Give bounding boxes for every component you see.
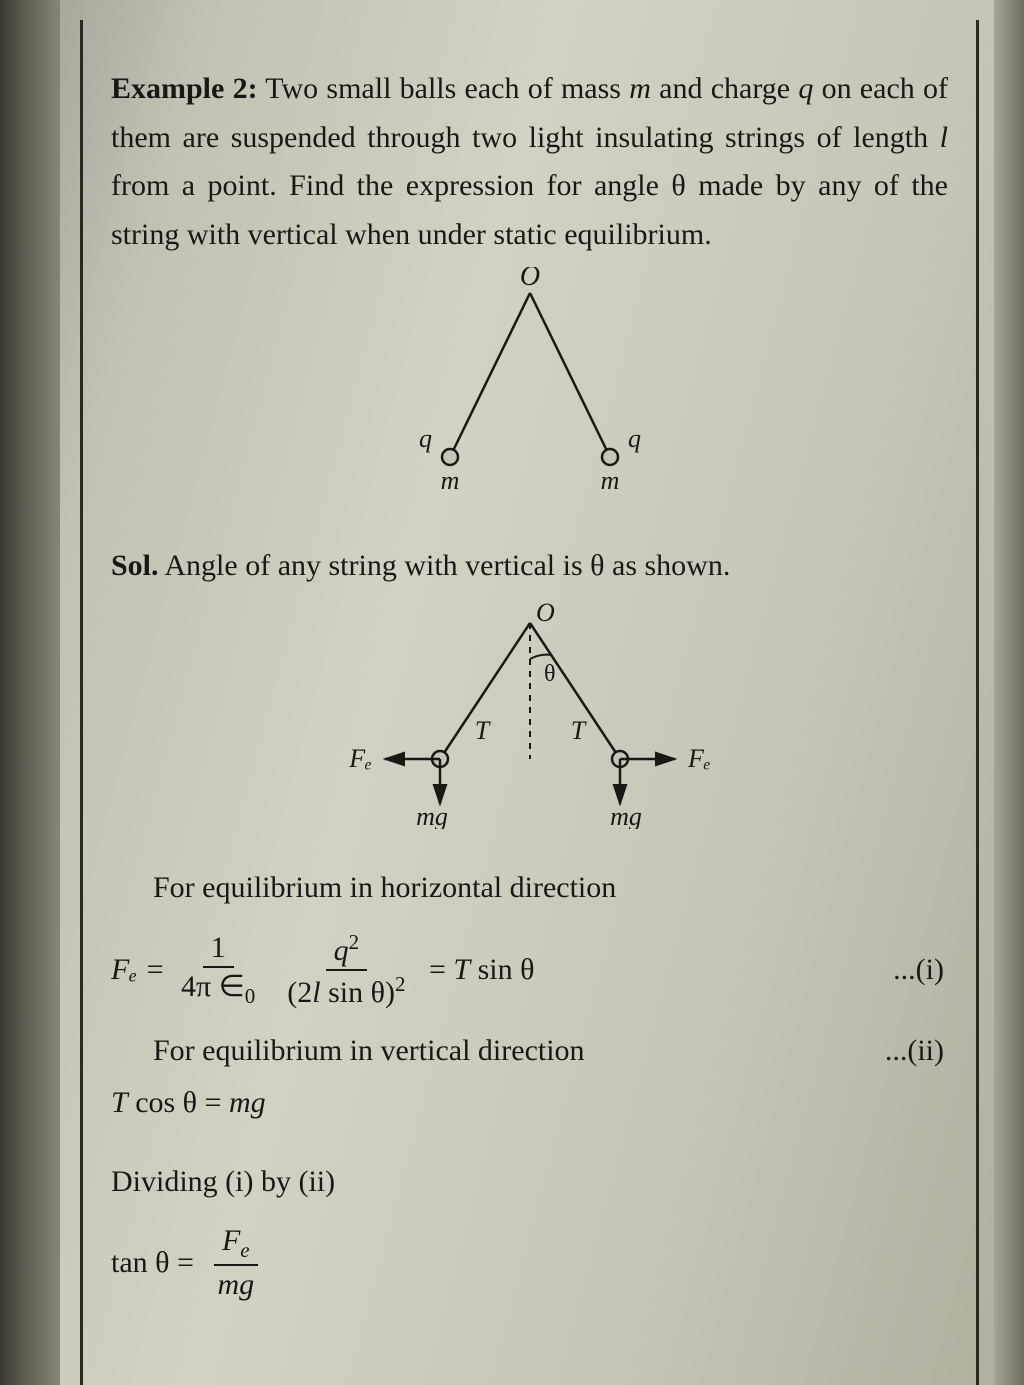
eq1-rhs: = T sin θ [421, 953, 534, 987]
eq3-den: mg [209, 1266, 262, 1301]
left-Fe-label: Fₑ [348, 744, 372, 773]
eq2-number: ...(ii) [885, 1034, 948, 1068]
diagram-setup: O q m q m [111, 267, 948, 512]
fbd-apex-label: O [536, 599, 555, 627]
eq3-lhs: tan θ = [111, 1246, 201, 1280]
eq1-frac1: 1 4π ∈0 [173, 931, 263, 1008]
angle-label: θ [544, 661, 556, 687]
eq1-number: ...(i) [893, 953, 948, 987]
left-mg-label: mg [416, 802, 448, 829]
eq1-lhs: Fₑ = [111, 953, 165, 987]
eq1-frac2-den: (2l sin θ)2 [279, 971, 413, 1009]
eq3-num: Fe [214, 1224, 258, 1266]
right-q-label: q [628, 424, 641, 453]
left-m-label: m [440, 466, 459, 495]
right-m-label: m [600, 466, 619, 495]
sol-text: Angle of any string with vertical is θ a… [164, 549, 730, 582]
apex-label: O [519, 267, 539, 292]
left-T-label: T [474, 716, 490, 745]
right-mg-label: mg [610, 802, 642, 829]
vertical-eq-label: For equilibrium in vertical direction [111, 1027, 585, 1076]
eq1-frac1-num: 1 [203, 931, 234, 968]
equation-1: Fₑ = 1 4π ∈0 q2 (2l sin θ)2 = T sin θ ..… [111, 931, 948, 1009]
divide-label: Dividing (i) by (ii) [111, 1158, 948, 1207]
diagram-fbd: θ O T Fₑ mg T Fₑ mg [111, 599, 948, 834]
example-label: Example 2: [111, 72, 258, 105]
right-Fe-label: Fₑ [687, 744, 711, 773]
page: Example 2: Two small balls each of mass … [0, 0, 1024, 1385]
diagram-setup-svg: O q m q m [370, 267, 690, 507]
left-q-label: q [419, 424, 432, 453]
eq1-frac1-den: 4π ∈0 [173, 968, 263, 1008]
right-T-label: T [570, 716, 586, 745]
solution-intro: Sol. Angle of any string with vertical i… [111, 542, 948, 591]
equation-3: tan θ = Fe mg [111, 1224, 948, 1301]
content-frame: Example 2: Two small balls each of mass … [80, 20, 979, 1385]
equation-2: T cos θ = mg [111, 1079, 948, 1128]
right-gutter-shadow [994, 0, 1024, 1385]
horizontal-eq-label: For equilibrium in horizontal direction [111, 864, 948, 913]
eq1-frac2: q2 (2l sin θ)2 [279, 931, 413, 1009]
example-paragraph: Example 2: Two small balls each of mass … [111, 65, 948, 259]
sol-label: Sol. [111, 549, 159, 582]
eq1-frac2-num: q2 [326, 931, 368, 971]
vertical-eq-block: For equilibrium in vertical direction ..… [111, 1027, 948, 1076]
diagram-fbd-svg: θ O T Fₑ mg T Fₑ mg [330, 599, 730, 829]
left-gutter-shadow [0, 0, 60, 1385]
eq3-frac: Fe mg [209, 1224, 262, 1301]
